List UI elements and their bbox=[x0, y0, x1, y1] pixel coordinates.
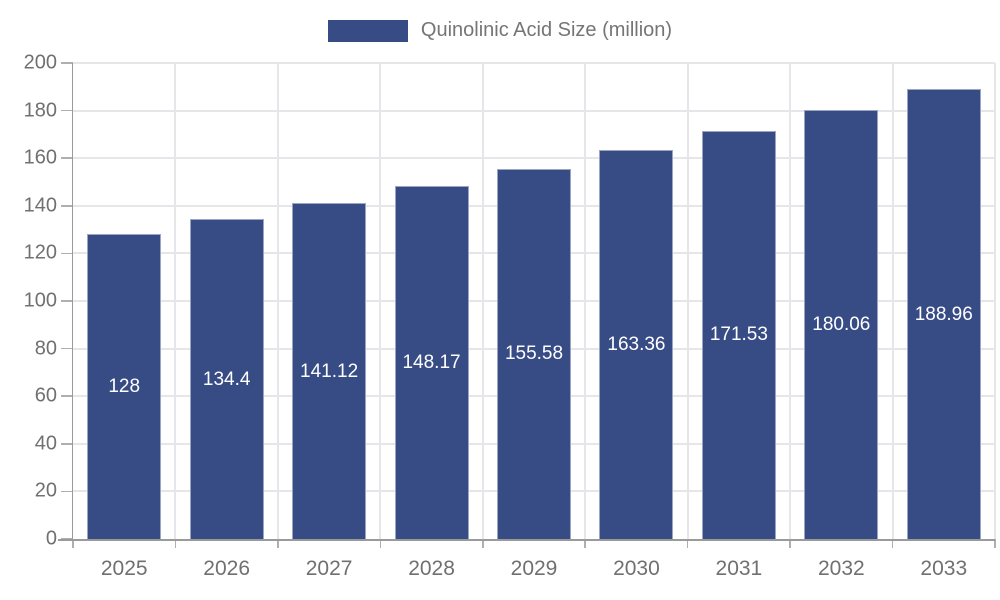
bar[interactable]: 155.58 bbox=[497, 168, 571, 539]
y-axis-label: 160 bbox=[23, 146, 57, 169]
y-axis-tick bbox=[61, 205, 73, 207]
x-axis-tick bbox=[379, 539, 382, 548]
bar-value-label: 163.36 bbox=[607, 334, 666, 356]
y-axis-tick bbox=[61, 347, 73, 350]
y-axis-tick bbox=[61, 109, 73, 112]
bar[interactable]: 141.12 bbox=[292, 203, 367, 539]
v-gridline bbox=[379, 63, 382, 539]
x-axis-tick bbox=[277, 539, 279, 548]
legend-marker-icon bbox=[327, 19, 408, 42]
y-axis-label: 120 bbox=[23, 241, 57, 264]
x-axis-label: 2030 bbox=[613, 557, 660, 580]
bar-value-label: 134.4 bbox=[202, 368, 251, 390]
bar-value-label: 188.96 bbox=[914, 303, 973, 325]
x-axis-tick bbox=[482, 539, 484, 548]
legend-item[interactable]: Quinolinic Acid Size (million) bbox=[327, 19, 673, 42]
x-axis-label: 2032 bbox=[817, 557, 865, 580]
h-gridline bbox=[73, 157, 995, 160]
x-axis-tick bbox=[994, 539, 996, 548]
y-axis-label: 180 bbox=[23, 99, 57, 122]
v-gridline bbox=[789, 63, 792, 539]
bar-value-label: 155.58 bbox=[504, 343, 564, 365]
legend-label: Quinolinic Acid Size (million) bbox=[420, 19, 673, 41]
y-axis-label: 200 bbox=[23, 51, 57, 74]
bar[interactable]: 134.4 bbox=[189, 219, 264, 539]
bar[interactable]: 180.06 bbox=[804, 110, 879, 539]
v-gridline bbox=[584, 63, 587, 539]
v-gridline bbox=[276, 63, 279, 539]
bar-value-label: 171.53 bbox=[709, 324, 768, 346]
x-axis-tick bbox=[686, 539, 689, 548]
y-axis-label: 100 bbox=[23, 289, 57, 312]
y-axis-tick bbox=[61, 490, 73, 493]
x-axis-tick bbox=[789, 539, 791, 548]
y-axis-tick bbox=[61, 157, 73, 159]
x-axis-line bbox=[58, 539, 995, 541]
y-axis-tick bbox=[61, 443, 73, 445]
x-axis-tick bbox=[72, 539, 74, 548]
y-axis-tick bbox=[61, 300, 73, 302]
h-gridline bbox=[73, 109, 995, 112]
v-gridline bbox=[481, 63, 484, 539]
legend: Quinolinic Acid Size (million) bbox=[0, 19, 1000, 42]
y-axis-tick bbox=[61, 62, 73, 64]
bar[interactable]: 148.17 bbox=[394, 186, 469, 539]
bar[interactable]: 128 bbox=[87, 234, 162, 539]
v-gridline bbox=[686, 63, 689, 539]
x-axis-tick bbox=[584, 539, 586, 548]
y-axis-label: 20 bbox=[34, 479, 57, 502]
bar[interactable]: 188.96 bbox=[906, 89, 981, 539]
x-axis-label: 2029 bbox=[510, 557, 558, 580]
bar[interactable]: 171.53 bbox=[701, 130, 776, 539]
y-axis-label: 0 bbox=[45, 527, 57, 550]
x-axis-label: 2027 bbox=[305, 557, 353, 580]
v-gridline bbox=[994, 63, 996, 539]
bar-value-label: 141.12 bbox=[300, 360, 359, 382]
v-gridline bbox=[174, 63, 177, 539]
x-axis-tick bbox=[891, 539, 894, 548]
y-axis-label: 80 bbox=[34, 337, 57, 360]
h-gridline bbox=[73, 62, 995, 64]
x-axis-label: 2026 bbox=[203, 557, 251, 580]
bar-value-label: 128 bbox=[108, 376, 141, 398]
y-axis-label: 140 bbox=[23, 194, 57, 217]
y-axis-tick bbox=[61, 252, 73, 255]
y-axis-label: 40 bbox=[34, 432, 57, 455]
x-axis-tick bbox=[174, 539, 177, 548]
bar-value-label: 180.06 bbox=[812, 314, 871, 336]
y-axis-label: 60 bbox=[34, 384, 57, 407]
x-axis-label: 2028 bbox=[408, 557, 455, 580]
v-gridline bbox=[891, 63, 894, 539]
x-axis-label: 2033 bbox=[920, 557, 968, 580]
bar[interactable]: 163.36 bbox=[599, 150, 674, 539]
x-axis-label: 2025 bbox=[100, 557, 148, 580]
y-axis-line bbox=[71, 63, 73, 539]
bar-value-label: 148.17 bbox=[402, 352, 461, 374]
x-axis-label: 2031 bbox=[715, 557, 763, 580]
y-axis-tick bbox=[61, 395, 73, 397]
